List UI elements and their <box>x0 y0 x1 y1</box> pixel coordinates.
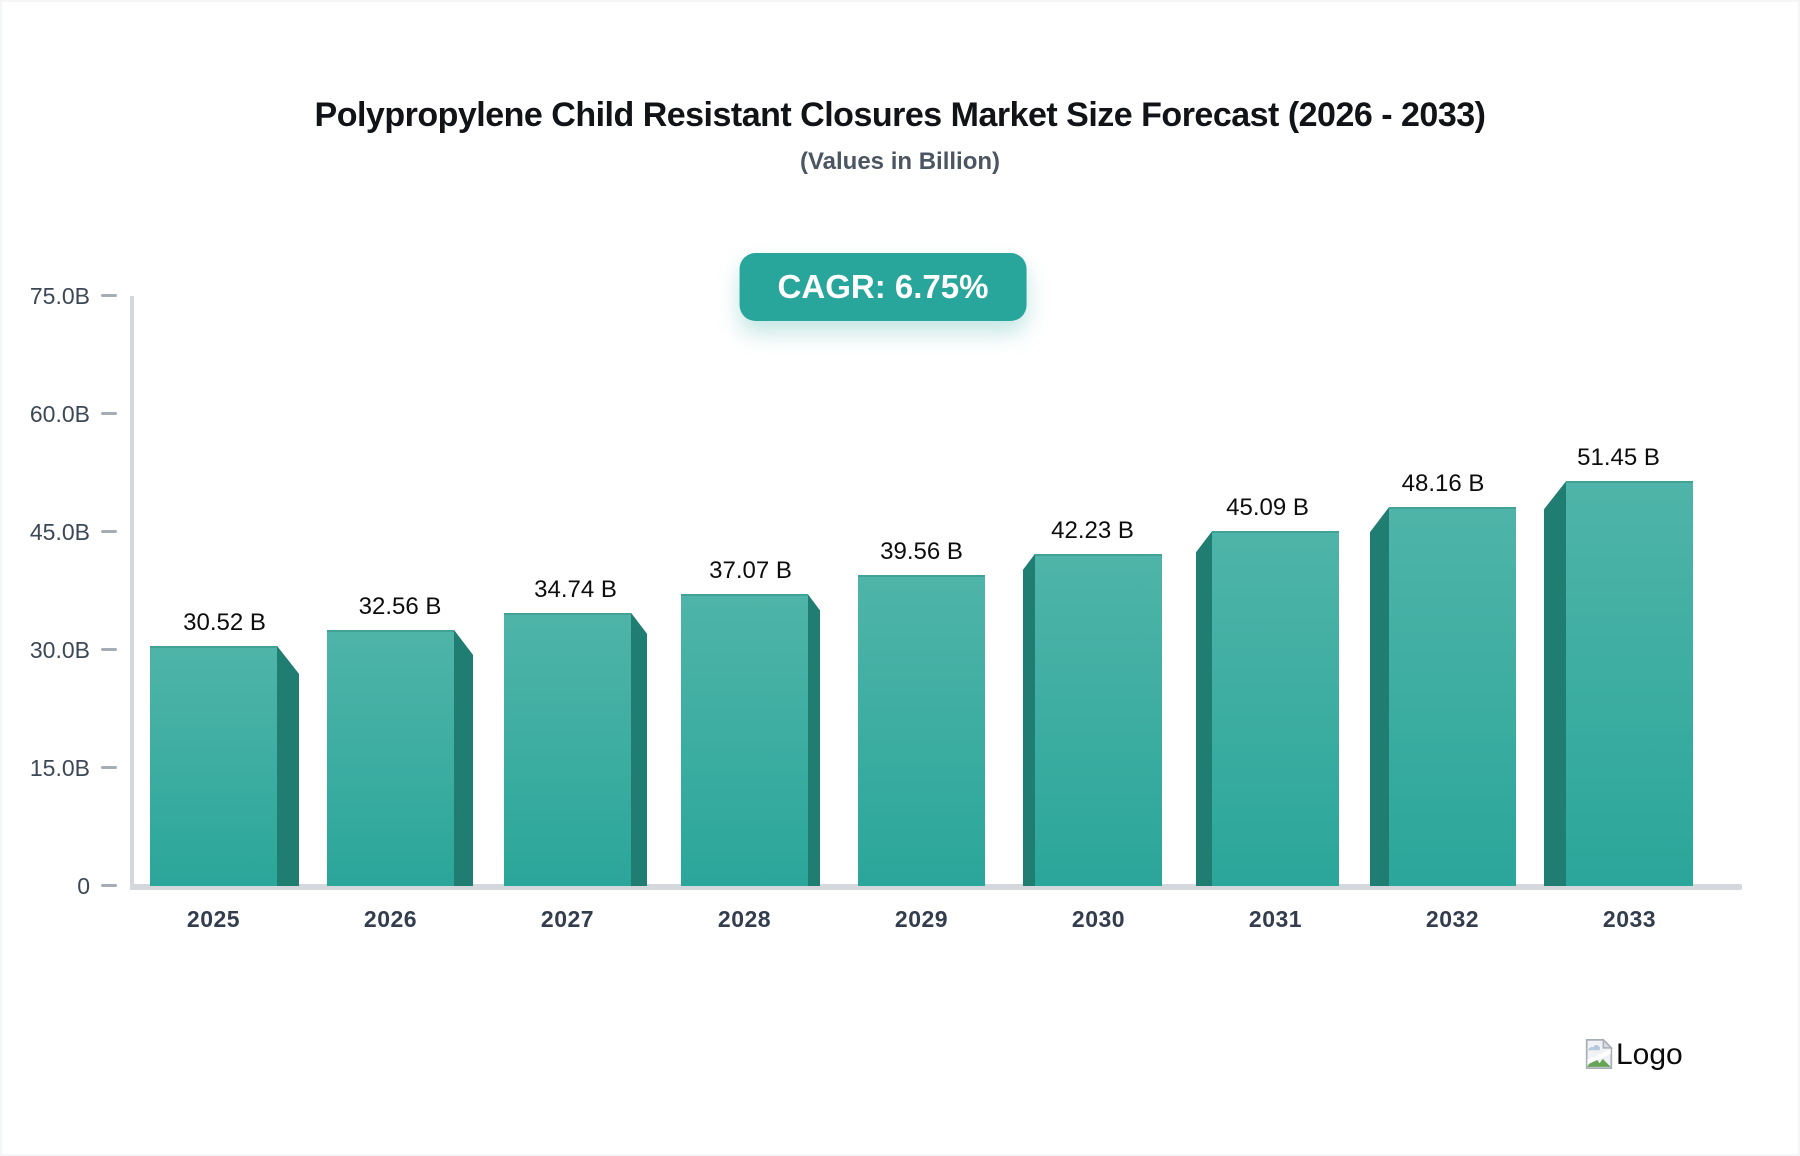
y-axis-tick-mark <box>101 765 117 769</box>
y-axis-tick-label: 15.0B <box>29 754 90 781</box>
y-axis-tick-mark <box>101 293 117 297</box>
bar <box>327 629 454 886</box>
chart-title: Polypropylene Child Resistant Closures M… <box>314 96 1486 134</box>
bar <box>1212 531 1339 886</box>
cagr-badge: CAGR: 6.75% <box>739 253 1027 321</box>
bar-value-label: 30.52 B <box>183 608 266 636</box>
y-axis-tick-label: 75.0B <box>29 282 90 309</box>
bar <box>1035 553 1162 886</box>
bar-value-label: 32.56 B <box>358 592 442 620</box>
x-axis-line <box>130 884 1742 890</box>
x-axis-category-label: 2033 <box>1602 906 1657 932</box>
y-axis-tick-mark <box>101 884 117 887</box>
bar <box>1566 481 1693 886</box>
bar-3d-side <box>1196 531 1212 886</box>
bar <box>681 594 808 886</box>
bar-3d-side <box>454 629 473 886</box>
x-axis-category-label: 2030 <box>1071 906 1126 932</box>
bar-3d-side <box>631 612 647 886</box>
y-axis-tick-mark <box>101 529 117 533</box>
bar-3d-side <box>1544 481 1566 886</box>
y-axis-tick-label: 0 <box>77 873 90 899</box>
bar <box>150 645 277 886</box>
bar-value-label: 37.07 B <box>709 557 792 585</box>
bar-value-label: 39.56 B <box>880 537 963 565</box>
x-axis-category-label: 2026 <box>363 906 418 932</box>
bar-value-label: 51.45 B <box>1577 444 1660 472</box>
y-axis-tick-label: 45.0B <box>29 518 90 545</box>
bar-3d-side <box>277 645 299 886</box>
y-axis-tick-mark <box>101 411 117 415</box>
bar-value-label: 42.23 B <box>1051 516 1134 544</box>
x-axis-category-label: 2027 <box>540 906 595 932</box>
x-axis-category-label: 2031 <box>1248 906 1303 932</box>
bar <box>1389 507 1516 886</box>
y-axis-tick-label: 30.0B <box>29 636 90 663</box>
x-axis-category-label: 2032 <box>1425 906 1480 932</box>
y-axis-tick-label: 60.0B <box>29 400 90 427</box>
bar-value-label: 45.09 B <box>1226 494 1309 522</box>
broken-image-icon <box>1585 1038 1614 1070</box>
y-axis-line <box>130 295 134 890</box>
x-axis-category-label: 2029 <box>894 906 949 932</box>
bar-3d-side <box>1023 553 1035 886</box>
bar-value-label: 34.74 B <box>534 575 617 603</box>
logo: Logo <box>1584 1038 1683 1072</box>
x-axis-category-label: 2028 <box>717 906 772 932</box>
bar-3d-side <box>1370 507 1389 886</box>
bar <box>504 612 631 886</box>
x-axis-category-label: 2025 <box>186 906 241 932</box>
logo-text: Logo <box>1616 1038 1683 1071</box>
bar-value-label: 48.16 B <box>1401 470 1485 498</box>
bar-3d-side <box>808 594 820 886</box>
bar <box>858 574 985 886</box>
y-axis-tick-mark <box>101 647 117 651</box>
chart-subtitle: (Values in Billion) <box>799 148 1001 175</box>
